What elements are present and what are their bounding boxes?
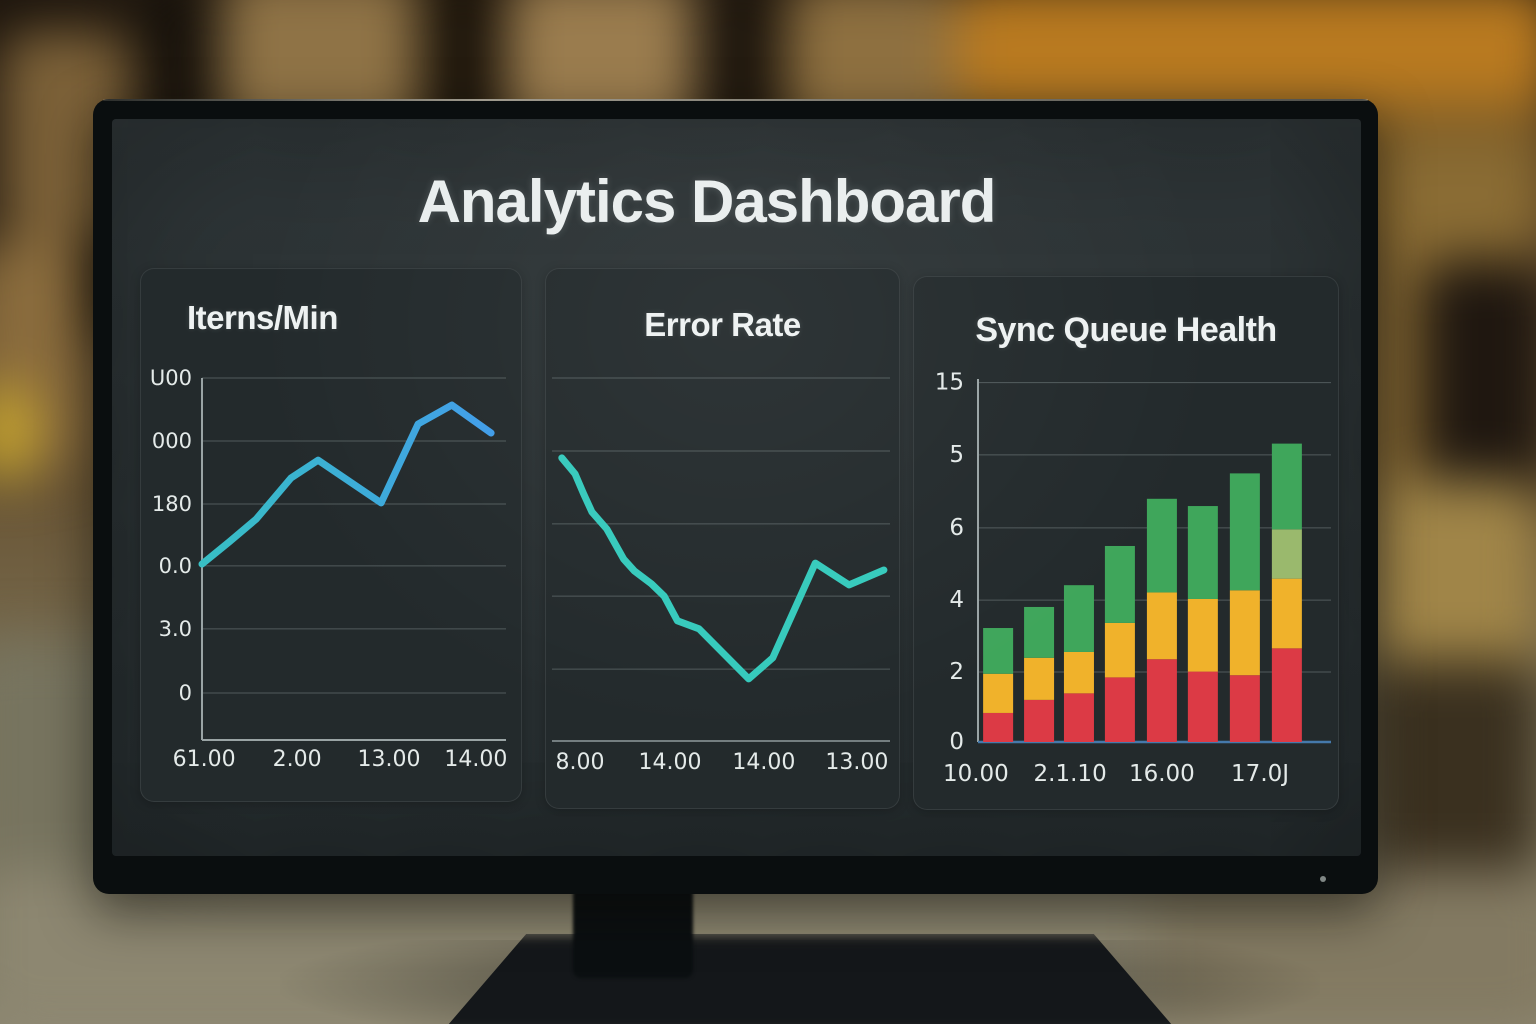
background-blob <box>1370 480 1536 670</box>
svg-text:2.1.10: 2.1.10 <box>1034 761 1107 787</box>
monitor: Analytics Dashboard Iterns/Min 0 3.0 0.0 18… <box>93 99 1378 894</box>
svg-text:17.0J: 17.0J <box>1231 761 1289 787</box>
error-rate-title: Error Rate <box>644 306 801 343</box>
panel-sync-queue-health: Sync Queue Health 0 2 4 6 5 15 10.00 2.1.10 16.0… <box>913 276 1339 810</box>
svg-text:14.00: 14.00 <box>638 750 701 775</box>
svg-text:0: 0 <box>179 681 192 705</box>
sync-queue-health-bar-chart: 0 2 4 6 5 15 10.00 2.1.10 16.00 17.0J <box>935 370 1331 787</box>
svg-text:14.00: 14.00 <box>444 747 507 772</box>
error-rate-line-chart: 8.00 14.00 14.00 13.00 <box>552 377 890 775</box>
svg-text:180: 180 <box>152 492 192 516</box>
page-title: Analytics Dashboard <box>417 168 997 235</box>
desk-surface <box>440 934 1180 1024</box>
svg-text:3.0: 3.0 <box>159 617 192 641</box>
svg-text:0: 0 <box>949 729 964 755</box>
svg-text:000: 000 <box>152 429 192 453</box>
svg-text:61.00: 61.00 <box>173 747 236 772</box>
background-blob <box>955 0 1536 110</box>
svg-text:13.00: 13.00 <box>825 750 888 775</box>
svg-text:2.00: 2.00 <box>273 747 322 772</box>
svg-text:8.00: 8.00 <box>556 750 605 775</box>
svg-text:14.00: 14.00 <box>732 750 795 775</box>
dashboard-screen: Analytics Dashboard Iterns/Min 0 3.0 0.0 18… <box>112 119 1361 856</box>
background-blob <box>0 385 35 480</box>
items-per-min-line-chart: 0 3.0 0.0 180 000 U00 61.00 2.00 13.00 14.00 <box>150 366 507 772</box>
panel-items-per-min: Iterns/Min 0 3.0 0.0 180 000 U00 61.00 2.00 13.0… <box>140 268 522 802</box>
svg-text:15: 15 <box>935 370 964 396</box>
panel-error-rate: Error Rate 8.00 14.00 14.00 13.00 <box>545 268 900 809</box>
items-per-min-title: Iterns/Min <box>187 299 338 336</box>
svg-text:6: 6 <box>949 515 964 541</box>
svg-text:0.0: 0.0 <box>159 554 192 578</box>
power-led-icon <box>1320 876 1326 882</box>
svg-text:U00: U00 <box>150 366 192 390</box>
svg-text:13.00: 13.00 <box>357 747 420 772</box>
svg-text:10.00: 10.00 <box>943 761 1009 787</box>
svg-text:2: 2 <box>949 659 964 685</box>
monitor-stand <box>573 888 693 978</box>
svg-text:16.00: 16.00 <box>1129 761 1195 787</box>
sync-queue-health-title: Sync Queue Health <box>975 311 1277 349</box>
svg-text:5: 5 <box>949 442 964 468</box>
svg-text:4: 4 <box>949 587 964 613</box>
